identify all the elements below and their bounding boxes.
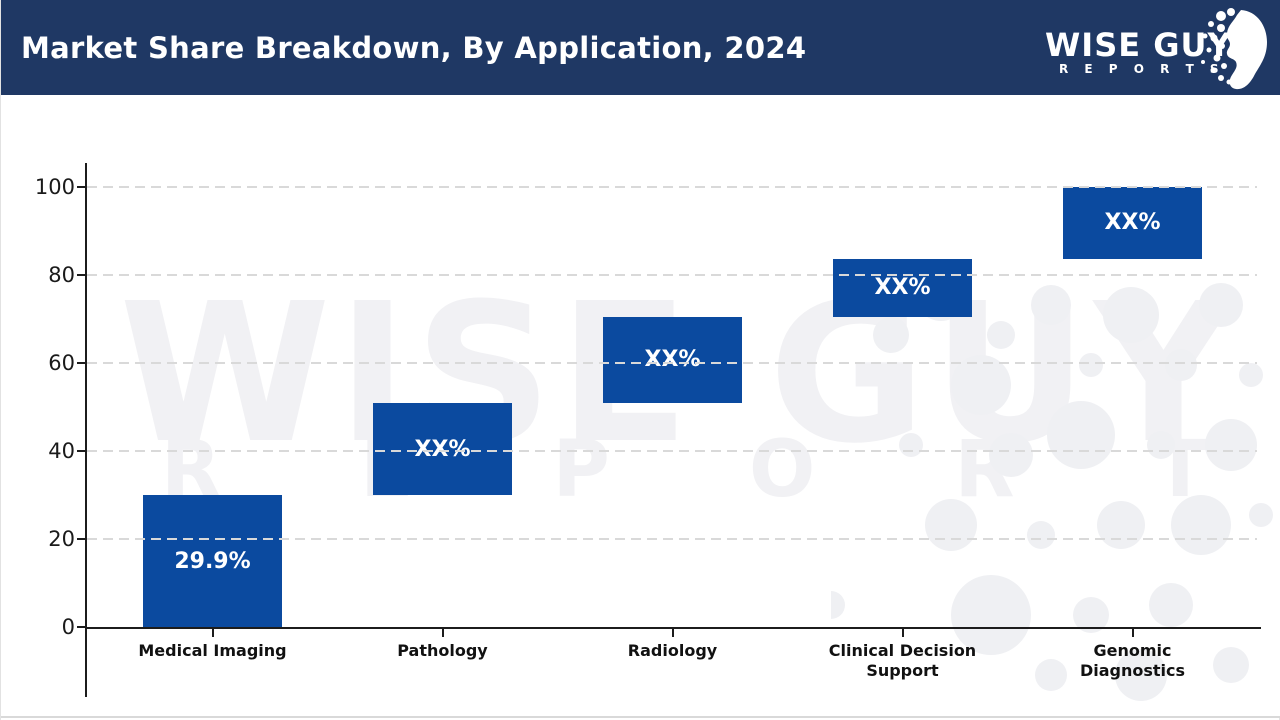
logo-wordmark: WISE GUY (1045, 26, 1232, 64)
y-axis-line (85, 163, 87, 697)
x-category-label: Radiology (627, 641, 718, 660)
bar-value-label: XX% (1104, 210, 1161, 236)
y-tick-label: 80 (48, 263, 75, 287)
y-tick-mark (77, 538, 86, 540)
y-tick-label: 0 (61, 615, 75, 639)
y-tick-label: 20 (48, 527, 75, 551)
bar-clinical-decision-support: XX% (833, 258, 972, 317)
x-category-label: Pathology (397, 641, 488, 660)
page-title: Market Share Breakdown, By Application, … (21, 30, 807, 65)
x-axis-line (85, 627, 1261, 629)
gridline-20 (87, 538, 1257, 540)
bar-value-label: XX% (644, 347, 701, 373)
gridline-80 (87, 274, 1257, 276)
bar-radiology: XX% (603, 316, 742, 403)
x-tick-mark (1131, 629, 1134, 637)
gridline-60 (87, 362, 1257, 364)
logo-reports-text: R E P O R T S (1059, 62, 1225, 76)
x-tick-mark (671, 629, 674, 637)
x-tick-mark (211, 629, 214, 637)
x-category-label: Medical Imaging (138, 641, 287, 660)
x-tick-mark (901, 629, 904, 637)
header-bar: Market Share Breakdown, By Application, … (1, 0, 1280, 95)
y-tick-mark (77, 274, 86, 276)
bar-genomic-diagnostics: XX% (1063, 187, 1202, 259)
y-tick-mark (77, 362, 86, 364)
bar-value-label: XX% (874, 275, 931, 301)
y-tick-mark (77, 450, 86, 452)
chart-area: WISE GUY R E P O R T S 29 (1, 95, 1280, 716)
gridline-40 (87, 450, 1257, 452)
bar-value-label: XX% (414, 436, 471, 462)
y-tick-label: 60 (48, 351, 75, 375)
gridline-100 (87, 186, 1257, 188)
bar-medical-imaging: 29.9% (143, 495, 282, 627)
y-tick-mark (77, 186, 86, 188)
x-tick-mark (441, 629, 444, 637)
wiseguy-logo: WISE GUY R E P O R T S (1017, 4, 1267, 92)
y-tick-mark (77, 626, 86, 628)
logo-face-icon (1201, 8, 1267, 90)
x-category-label: Genomic Diagnostics (1079, 641, 1186, 680)
bottom-edge-line (1, 716, 1280, 718)
y-tick-label: 100 (34, 175, 75, 199)
x-category-label: Clinical Decision Support (828, 641, 977, 680)
bar-value-label: 29.9% (174, 548, 251, 574)
bar-pathology: XX% (373, 402, 512, 496)
y-tick-label: 40 (48, 439, 75, 463)
